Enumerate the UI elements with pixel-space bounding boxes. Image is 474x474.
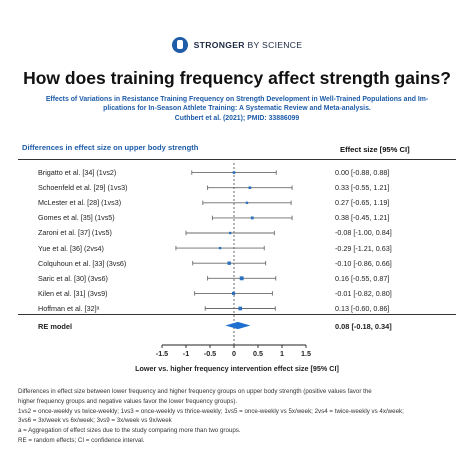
- brand-name-light: BY SCIENCE: [244, 40, 303, 50]
- x-axis-label: Lower vs. higher frequency intervention …: [135, 364, 339, 373]
- study-label: Brigatto et al. [34] (1vs2): [38, 168, 117, 177]
- brand-header: STRONGER BY SCIENCE: [0, 34, 474, 56]
- re-model-value: 0.08 [-0.18, 0.34]: [335, 322, 392, 331]
- study-effect-value: -0.10 [-0.86, 0.66]: [335, 258, 392, 268]
- footnote-line-2: higher frequency groups and negative val…: [18, 397, 238, 405]
- footnote-line-4: 3vs6 = 3x/week vs 6x/week; 3vs9 = 3x/wee…: [18, 417, 172, 425]
- footnotes: Differences in effect size between lower…: [18, 387, 458, 446]
- study-effect-value: 0.16 [-0.55, 0.87]: [335, 273, 390, 283]
- effect-size-column-heading: Effect size [95% CI]: [340, 145, 410, 154]
- effect-marker: [231, 291, 236, 295]
- study-effect-value: -0.08 [-1.00, 0.84]: [335, 228, 392, 238]
- citation-line-2: plications for In-Season Athlete Trainin…: [103, 105, 371, 113]
- study-effect-value: 0.38 [-0.45, 1.21]: [335, 213, 390, 223]
- re-model-diamond: [225, 321, 251, 330]
- footnote-line-1: Differences in effect size between lower…: [18, 388, 372, 395]
- study-label: Hoffman et al. [32]ᵃ: [38, 303, 100, 313]
- study-effect-value: 0.27 [-0.65, 1.19]: [335, 198, 390, 208]
- citation-line-3: Cuthbert et al. (2021); PMID: 33886099: [174, 114, 300, 122]
- x-tick-label: -1: [183, 349, 189, 358]
- x-tick-label: 0.5: [253, 349, 263, 358]
- footnote-line-5: a = Aggregation of effect sizes due to t…: [18, 427, 241, 435]
- page-title: How does training frequency affect stren…: [23, 68, 451, 88]
- study-effect-value: -0.01 [-0.82, 0.80]: [335, 288, 392, 298]
- stronger-by-science-logo-icon: [171, 37, 188, 53]
- study-label: McLester et al. [28] (1vs3): [38, 198, 122, 208]
- x-tick-label: 0: [232, 349, 236, 358]
- study-label: Colquhoun et al. [33] (3vs6): [38, 258, 127, 268]
- citation-line-1: Effects of Variations in Resistance Trai…: [45, 96, 429, 103]
- x-tick-label: -0.5: [204, 349, 216, 358]
- footnote-line-6: RE = random effects; CI = confidence int…: [18, 436, 145, 444]
- study-label: Gomes et al. [35] (1vs5): [38, 213, 115, 223]
- study-label: Schoenfeld et al. [29] (1vs3): [38, 183, 128, 193]
- study-effect-value: -0.29 [-1.21, 0.63]: [335, 243, 392, 253]
- brand-name: STRONGER BY SCIENCE: [194, 40, 303, 50]
- study-label: Zaroni et al. [37] (1vs5): [38, 228, 112, 238]
- effect-marker: [227, 261, 231, 265]
- effect-marker: [218, 246, 222, 250]
- effect-marker: [232, 171, 236, 174]
- brand-name-bold: STRONGER: [193, 40, 245, 50]
- effect-marker: [238, 306, 243, 311]
- study-label: Saric et al. [30] (3vs6): [38, 273, 108, 283]
- re-model-label: RE model: [38, 322, 73, 331]
- chart-title: Differences in effect size on upper body…: [22, 143, 199, 152]
- x-tick-label: 1: [280, 349, 284, 358]
- effect-marker: [250, 216, 254, 220]
- study-effect-value: 0.33 [-0.55, 1.21]: [335, 183, 390, 193]
- study-effect-value: 0.13 [-0.60, 0.86]: [335, 303, 390, 313]
- effect-marker: [239, 276, 244, 281]
- study-citation: Effects of Variations in Resistance Trai…: [28, 95, 446, 123]
- effect-marker: [228, 231, 232, 235]
- x-tick-label: 1.5: [301, 349, 311, 358]
- study-label: Yue et al. [36] (2vs4): [38, 243, 104, 253]
- x-tick-label: -1.5: [156, 349, 168, 358]
- effect-marker: [248, 186, 252, 189]
- effect-marker: [245, 201, 249, 204]
- study-effect-value: 0.00 [-0.88, 0.88]: [335, 168, 390, 177]
- footnote-line-3: 1vs2 = once-weekly vs twice-weekly; 1vs3…: [18, 407, 404, 415]
- study-label: Kilen et al. [31] (3vs9): [38, 288, 108, 298]
- panel-header-rule: [18, 141, 456, 160]
- summary-separator: [18, 314, 456, 315]
